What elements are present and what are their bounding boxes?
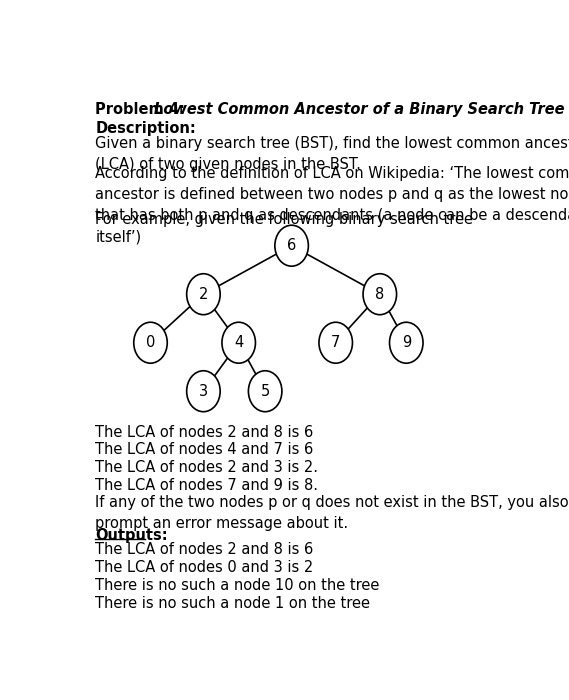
Circle shape — [249, 371, 282, 412]
Text: The LCA of nodes 2 and 3 is 2.: The LCA of nodes 2 and 3 is 2. — [96, 460, 319, 475]
Text: 8: 8 — [375, 287, 385, 302]
Text: Outputs:: Outputs: — [96, 528, 168, 543]
Circle shape — [187, 371, 220, 412]
Circle shape — [134, 322, 167, 363]
Text: 4: 4 — [234, 335, 244, 350]
Text: According to the definition of LCA on Wikipedia: ‘The lowest common
ancestor is : According to the definition of LCA on Wi… — [96, 167, 569, 244]
Text: The LCA of nodes 4 and 7 is 6: The LCA of nodes 4 and 7 is 6 — [96, 442, 314, 457]
Text: The LCA of nodes 7 and 9 is 8.: The LCA of nodes 7 and 9 is 8. — [96, 478, 319, 493]
Circle shape — [390, 322, 423, 363]
Circle shape — [187, 274, 220, 315]
Text: 7: 7 — [331, 335, 340, 350]
Text: 2: 2 — [199, 287, 208, 302]
Text: There is no such a node 1 on the tree: There is no such a node 1 on the tree — [96, 596, 370, 610]
Text: Lowest Common Ancestor of a Binary Search Tree (25’): Lowest Common Ancestor of a Binary Searc… — [154, 102, 569, 118]
Text: Description:: Description: — [96, 120, 196, 136]
Circle shape — [275, 225, 308, 266]
Text: The LCA of nodes 2 and 8 is 6: The LCA of nodes 2 and 8 is 6 — [96, 425, 314, 440]
Text: 9: 9 — [402, 335, 411, 350]
Text: For example, given the following binary search tree: For example, given the following binary … — [96, 212, 473, 228]
Circle shape — [319, 322, 352, 363]
Text: 3: 3 — [199, 384, 208, 399]
Text: 0: 0 — [146, 335, 155, 350]
Text: The LCA of nodes 0 and 3 is 2: The LCA of nodes 0 and 3 is 2 — [96, 560, 314, 575]
Text: Problem 4:: Problem 4: — [96, 102, 196, 118]
Text: If any of the two nodes p or q does not exist in the BST, you also need to
promp: If any of the two nodes p or q does not … — [96, 495, 569, 531]
Text: Given a binary search tree (BST), find the lowest common ancestor
(LCA) of two g: Given a binary search tree (BST), find t… — [96, 136, 569, 172]
Circle shape — [222, 322, 255, 363]
Text: The LCA of nodes 2 and 8 is 6: The LCA of nodes 2 and 8 is 6 — [96, 542, 314, 557]
Text: 6: 6 — [287, 238, 296, 253]
Circle shape — [363, 274, 397, 315]
Text: 5: 5 — [261, 384, 270, 399]
Text: There is no such a node 10 on the tree: There is no such a node 10 on the tree — [96, 578, 380, 593]
